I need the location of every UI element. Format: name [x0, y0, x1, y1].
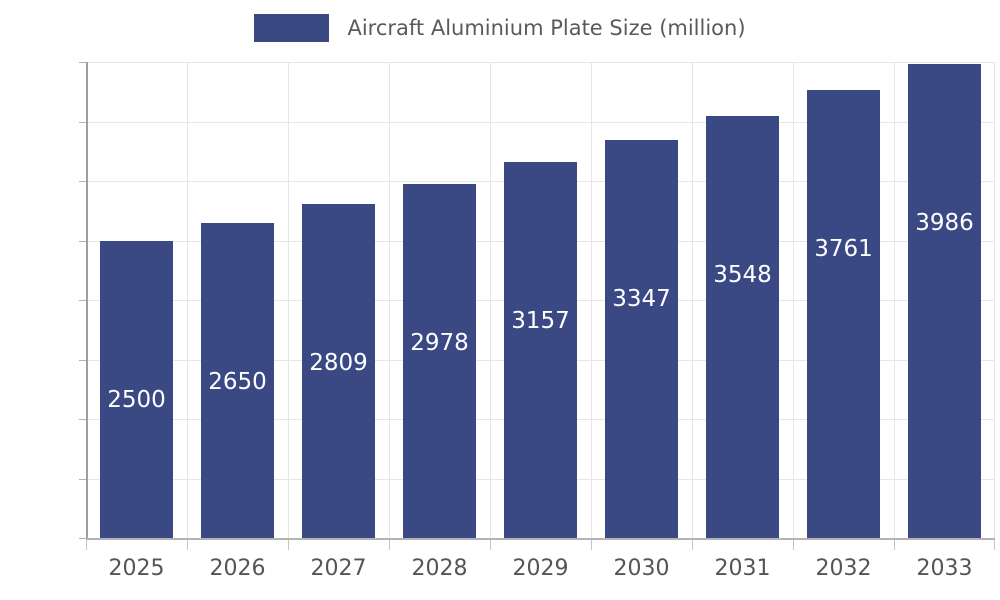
bar-2030[interactable]: [605, 139, 678, 538]
gridline-vertical: [288, 62, 289, 538]
bar-value-label-2032: 3761: [814, 236, 873, 263]
bar-value-label-2025: 2500: [107, 386, 166, 413]
x-axis-tick: [692, 540, 693, 550]
x-axis-tick: [994, 540, 995, 550]
gridline-vertical: [692, 62, 693, 538]
x-axis-tick: [187, 540, 188, 550]
bar-value-label-2029: 3157: [511, 308, 570, 335]
y-axis-tick: [79, 62, 86, 63]
y-axis-tick: [79, 121, 86, 123]
x-axis-tick-label: 2026: [209, 556, 266, 581]
bar-value-label-2033: 3986: [915, 209, 974, 236]
bar-value-label-2031: 3548: [713, 261, 772, 288]
x-axis-tick-label: 2027: [310, 556, 367, 581]
gridline-vertical: [894, 62, 895, 538]
legend-label-series-0[interactable]: Aircraft Aluminium Plate Size (million): [347, 15, 746, 40]
gridline-vertical: [389, 62, 390, 538]
bar-2032[interactable]: [807, 90, 880, 538]
x-axis-tick: [793, 540, 794, 550]
chart-legend: Aircraft Aluminium Plate Size (million): [0, 10, 1000, 46]
gridline-vertical: [994, 62, 995, 538]
bar-2031[interactable]: [706, 115, 779, 538]
x-axis-tick-label: 2028: [411, 556, 468, 581]
bar-2033[interactable]: [908, 63, 981, 538]
x-axis-tick-label: 2030: [613, 556, 670, 581]
x-axis-tick: [490, 540, 491, 550]
y-axis-line: [86, 62, 88, 539]
x-axis-tick-label: 2025: [108, 556, 165, 581]
bar-2027[interactable]: [302, 203, 375, 538]
x-axis-tick-label: 2033: [916, 556, 973, 581]
x-axis-tick: [591, 540, 592, 550]
gridline-horizontal: [86, 62, 995, 63]
x-axis-tick-label: 2031: [714, 556, 771, 581]
y-axis-tick: [79, 538, 86, 539]
bar-value-label-2028: 2978: [410, 329, 469, 356]
gridline-vertical: [187, 62, 188, 538]
legend-swatch-series-0[interactable]: [254, 14, 330, 42]
plot-area: 2500 2650 2809 2978 3157 3347 3548 3761 3986: [86, 62, 995, 539]
bar-2025[interactable]: [100, 240, 173, 538]
bar-value-label-2030: 3347: [612, 285, 671, 312]
gridline-vertical: [591, 62, 592, 538]
gridline-vertical: [490, 62, 491, 538]
x-axis-tick: [288, 540, 289, 550]
x-axis-tick: [894, 540, 895, 550]
x-axis-tick: [86, 540, 87, 550]
x-axis-tick: [389, 540, 390, 550]
gridline-vertical: [793, 62, 794, 538]
bar-2026[interactable]: [201, 222, 274, 538]
x-axis-tick-label: 2032: [815, 556, 872, 581]
gridline-horizontal: [86, 121, 995, 123]
y-axis-tick: [79, 181, 86, 182]
bar-value-label-2026: 2650: [208, 368, 267, 395]
bar-2028[interactable]: [403, 183, 476, 538]
bar-2029[interactable]: [504, 162, 577, 538]
x-axis-line: [86, 538, 995, 540]
y-axis-tick: [79, 419, 86, 420]
y-axis-tick: [79, 240, 86, 242]
bar-value-label-2027: 2809: [309, 349, 368, 376]
y-axis-tick: [79, 359, 86, 361]
y-axis-tick: [79, 300, 86, 301]
y-axis-tick: [79, 478, 86, 480]
x-axis-tick-label: 2029: [512, 556, 569, 581]
